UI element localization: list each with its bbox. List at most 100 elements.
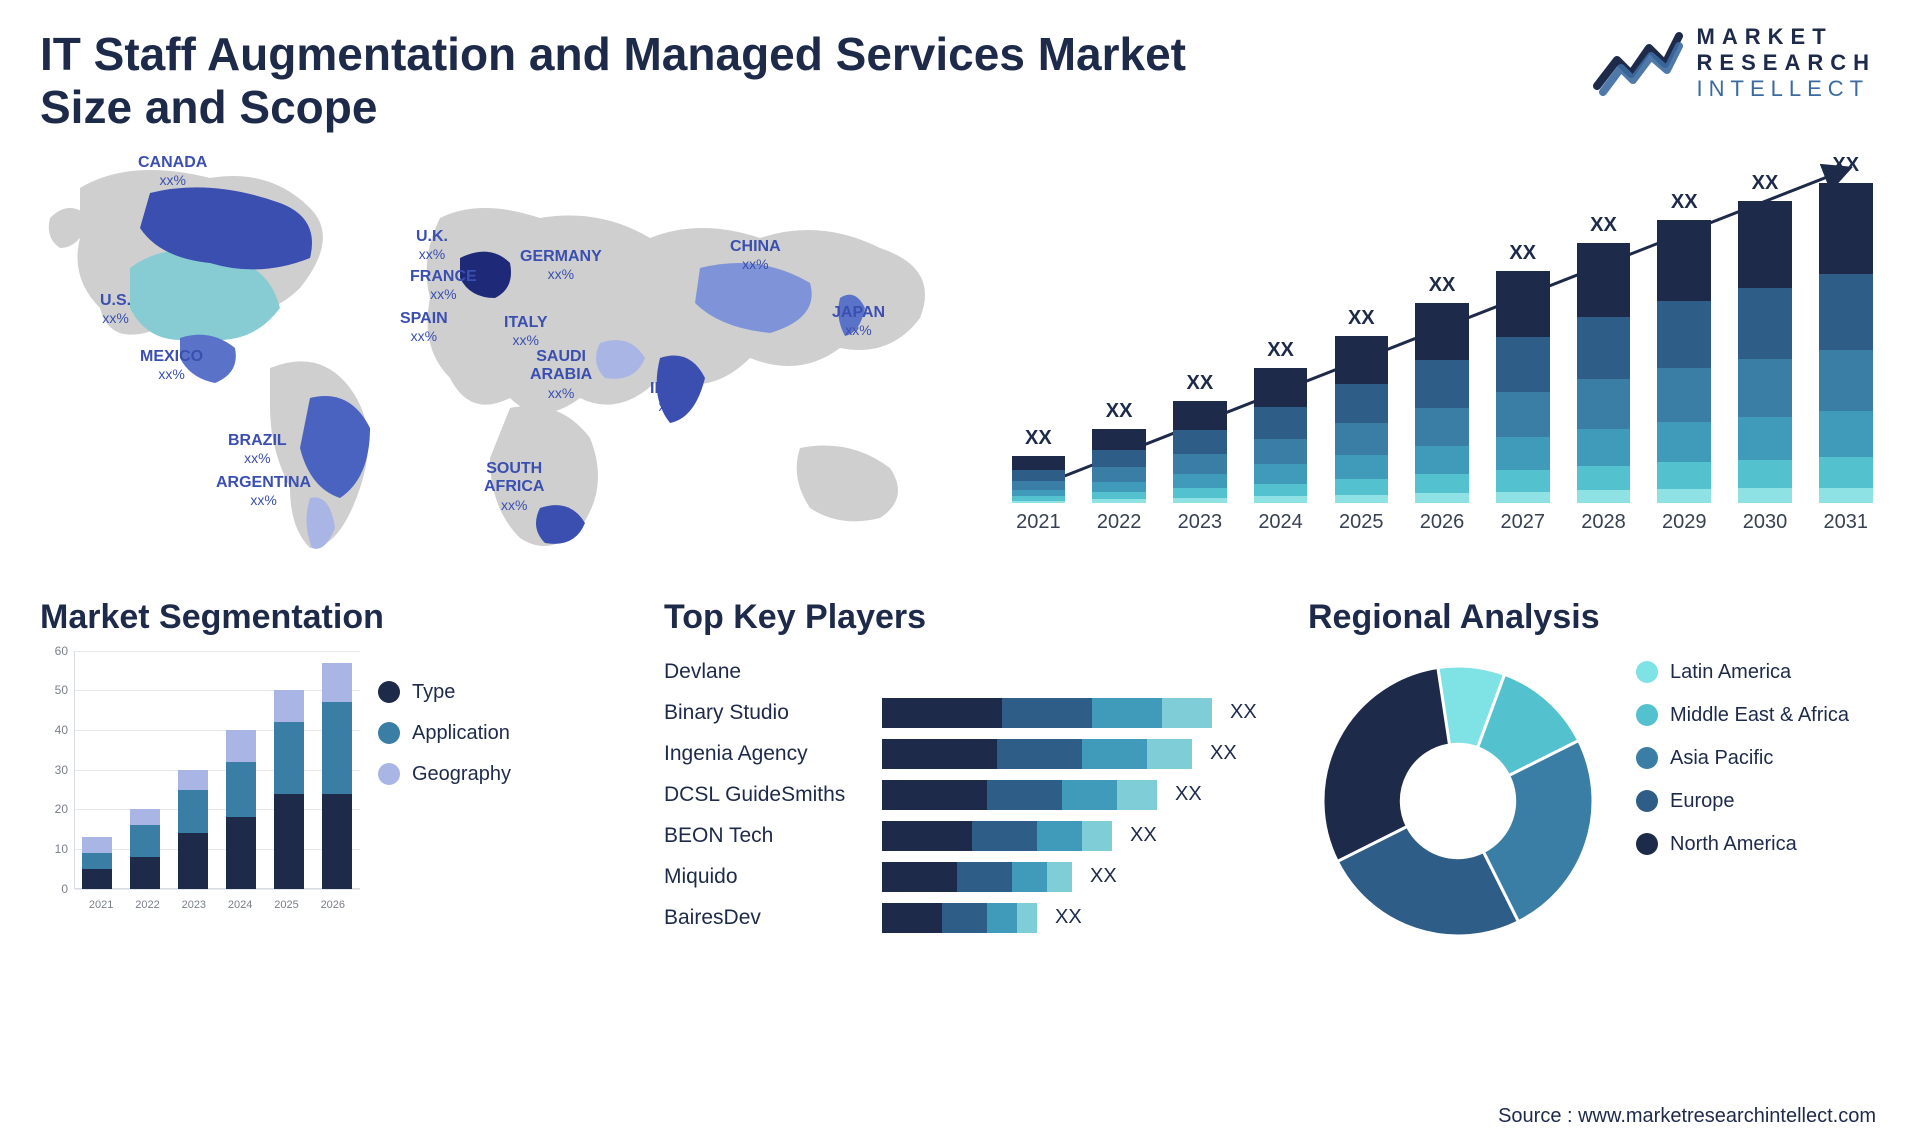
forecast-col-2028: XX2028 [1569, 214, 1638, 534]
player-bar-seg [1082, 821, 1112, 851]
player-bar [882, 739, 1192, 769]
segmentation-panel: Market Segmentation 20212022202320242025… [40, 598, 640, 951]
seg-bar-seg [274, 722, 304, 793]
forecast-seg [1335, 455, 1389, 479]
player-row: Ingenia Agency XX [664, 737, 1284, 771]
seg-xtick: 2022 [124, 899, 170, 911]
seg-bar-seg [130, 809, 160, 825]
player-bar-seg [882, 698, 1002, 728]
forecast-value-label: XX [1025, 427, 1052, 450]
legend-label: North America [1670, 833, 1797, 856]
forecast-col-2030: XX2030 [1731, 172, 1800, 533]
player-bar-seg [1012, 862, 1047, 892]
forecast-seg [1819, 457, 1873, 487]
player-value: XX [1210, 742, 1237, 765]
regional-legend: Latin AmericaMiddle East & AfricaAsia Pa… [1636, 651, 1849, 856]
forecast-year-label: 2026 [1420, 511, 1465, 534]
player-row: BEON TechXX [664, 819, 1284, 853]
player-bar-seg [882, 739, 997, 769]
logo-line2: RESEARCH [1697, 50, 1876, 76]
forecast-seg [1254, 484, 1308, 497]
forecast-col-2025: XX2025 [1327, 307, 1396, 534]
segmentation-legend: TypeApplicationGeography [378, 651, 511, 911]
forecast-seg [1012, 490, 1066, 497]
seg-ytick: 20 [40, 802, 68, 816]
forecast-seg [1657, 489, 1711, 502]
seg-bar-seg [322, 663, 352, 703]
player-bar-seg [987, 903, 1017, 933]
forecast-seg [1496, 392, 1550, 436]
forecast-seg [1335, 384, 1389, 424]
forecast-seg [1254, 368, 1308, 406]
segmentation-title: Market Segmentation [40, 598, 640, 637]
forecast-seg [1415, 303, 1469, 360]
player-bar-seg [882, 780, 987, 810]
forecast-seg [1415, 474, 1469, 493]
forecast-seg [1577, 490, 1631, 502]
map-label-spain: SPAINxx% [400, 310, 448, 344]
legend-label: Europe [1670, 790, 1735, 813]
forecast-seg [1092, 467, 1146, 481]
map-label-india: INDIAxx% [650, 380, 694, 414]
players-title: Top Key Players [664, 598, 1284, 637]
map-label-south-africa: SOUTH AFRICAxx% [484, 460, 544, 513]
brand-logo: MARKET RESEARCH INTELLECT [1593, 24, 1876, 102]
player-value: XX [1175, 783, 1202, 806]
forecast-year-label: 2028 [1581, 511, 1626, 534]
player-row: Binary StudioXX [664, 696, 1284, 730]
forecast-seg [1173, 498, 1227, 503]
forecast-seg [1173, 430, 1227, 454]
map-label-saudi-arabia: SAUDI ARABIAxx% [530, 348, 592, 401]
seg-ytick: 60 [40, 644, 68, 658]
forecast-chart: XX2021XX2022XX2023XX2024XX2025XX2026XX20… [1004, 148, 1880, 568]
seg-ytick: 30 [40, 763, 68, 777]
forecast-seg [1335, 336, 1389, 384]
player-bar-seg [1092, 698, 1162, 728]
seg-xtick: 2021 [78, 899, 124, 911]
forecast-seg [1819, 183, 1873, 274]
seg-bar-seg [130, 825, 160, 857]
logo-line1: MARKET [1697, 24, 1876, 50]
forecast-year-label: 2031 [1823, 511, 1868, 534]
forecast-value-label: XX [1267, 339, 1294, 362]
players-panel: Top Key Players DevlaneBinary StudioXXIn… [664, 598, 1284, 951]
forecast-seg [1496, 437, 1550, 470]
forecast-seg [1335, 423, 1389, 455]
seg-bar-seg [274, 690, 304, 722]
regional-legend-item: Latin America [1636, 661, 1849, 684]
map-label-china: CHINAxx% [730, 238, 781, 272]
forecast-seg [1012, 481, 1066, 490]
forecast-seg [1577, 379, 1631, 428]
player-name: Miquido [664, 865, 872, 889]
forecast-seg [1657, 368, 1711, 422]
legend-label: Application [412, 722, 510, 745]
player-bar-seg [1002, 698, 1092, 728]
regional-legend-item: Asia Pacific [1636, 747, 1849, 770]
player-bar-seg [1147, 739, 1192, 769]
seg-bar-seg [178, 833, 208, 889]
map-label-u-s-: U.S.xx% [100, 292, 131, 326]
player-row: BairesDevXX [664, 901, 1284, 935]
player-bar [882, 698, 1212, 728]
forecast-seg [1254, 439, 1308, 465]
forecast-seg [1657, 422, 1711, 462]
legend-swatch-icon [1636, 833, 1658, 855]
player-value: XX [1130, 824, 1157, 847]
map-label-japan: JAPANxx% [832, 304, 885, 338]
forecast-seg [1254, 496, 1308, 502]
forecast-seg [1092, 450, 1146, 468]
seg-bar-seg [226, 817, 256, 888]
player-name: Ingenia Agency [664, 742, 872, 766]
forecast-col-2022: XX2022 [1085, 400, 1154, 534]
regional-title: Regional Analysis [1308, 598, 1880, 637]
forecast-col-2031: XX2031 [1811, 154, 1880, 534]
player-bar-seg [1047, 862, 1072, 892]
map-label-italy: ITALYxx% [504, 314, 548, 348]
forecast-year-label: 2021 [1016, 511, 1061, 534]
forecast-seg [1173, 454, 1227, 473]
map-label-mexico: MEXICOxx% [140, 348, 203, 382]
forecast-year-label: 2024 [1258, 511, 1303, 534]
forecast-seg [1173, 401, 1227, 430]
player-value: XX [1055, 906, 1082, 929]
forecast-value-label: XX [1186, 372, 1213, 395]
